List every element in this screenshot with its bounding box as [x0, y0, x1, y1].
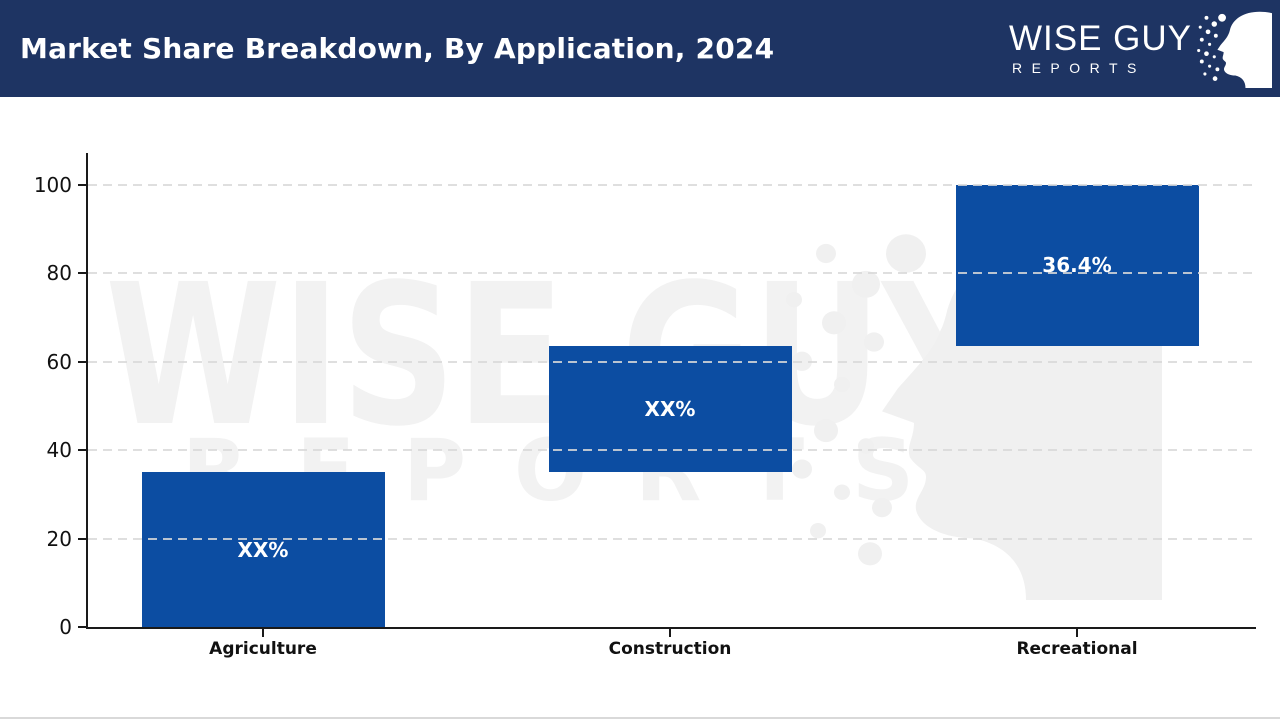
page-title: Market Share Breakdown, By Application, … [20, 32, 775, 65]
brand-subtitle: REPORTS [1011, 60, 1146, 76]
x-tick-mark [262, 629, 264, 637]
footer-divider [0, 717, 1280, 719]
x-tick-mark [669, 629, 671, 637]
y-tick-mark [78, 184, 86, 186]
x-category-label: Agriculture [209, 639, 317, 659]
brand-text: WISE GUY REPORTS [1009, 21, 1192, 76]
x-category-label: Recreational [1016, 639, 1138, 659]
bar: 36.4% [955, 185, 1199, 346]
y-tick-label: 60 [46, 349, 72, 374]
bar: XX% [141, 472, 385, 627]
y-tick-label: 0 [59, 615, 72, 639]
y-tick-label: 100 [33, 173, 72, 197]
y-tick-mark [78, 449, 86, 452]
bar: XX% [548, 345, 792, 473]
y-tick-label: 20 [46, 526, 72, 551]
bar-value-label: XX% [644, 397, 696, 422]
gridline [88, 272, 1256, 275]
header: Market Share Breakdown, By Application, … [0, 0, 1280, 97]
brand-logo: WISE GUY REPORTS [1009, 7, 1280, 91]
axes [86, 153, 1256, 629]
y-tick-label: 80 [46, 261, 72, 286]
y-tick-mark [78, 272, 86, 275]
gridline [88, 449, 1256, 452]
y-tick-mark [78, 626, 86, 628]
gridline [88, 184, 1256, 186]
gridline [88, 360, 1256, 363]
y-tick-label: 40 [46, 438, 72, 463]
y-tick-mark [78, 537, 86, 540]
x-category-label: Construction [608, 639, 732, 659]
brand-name: WISE GUY [1008, 19, 1192, 58]
bar-value-label: XX% [237, 537, 289, 562]
gridline [88, 537, 1256, 540]
y-tick-mark [78, 360, 86, 363]
x-tick-mark [1076, 629, 1078, 637]
